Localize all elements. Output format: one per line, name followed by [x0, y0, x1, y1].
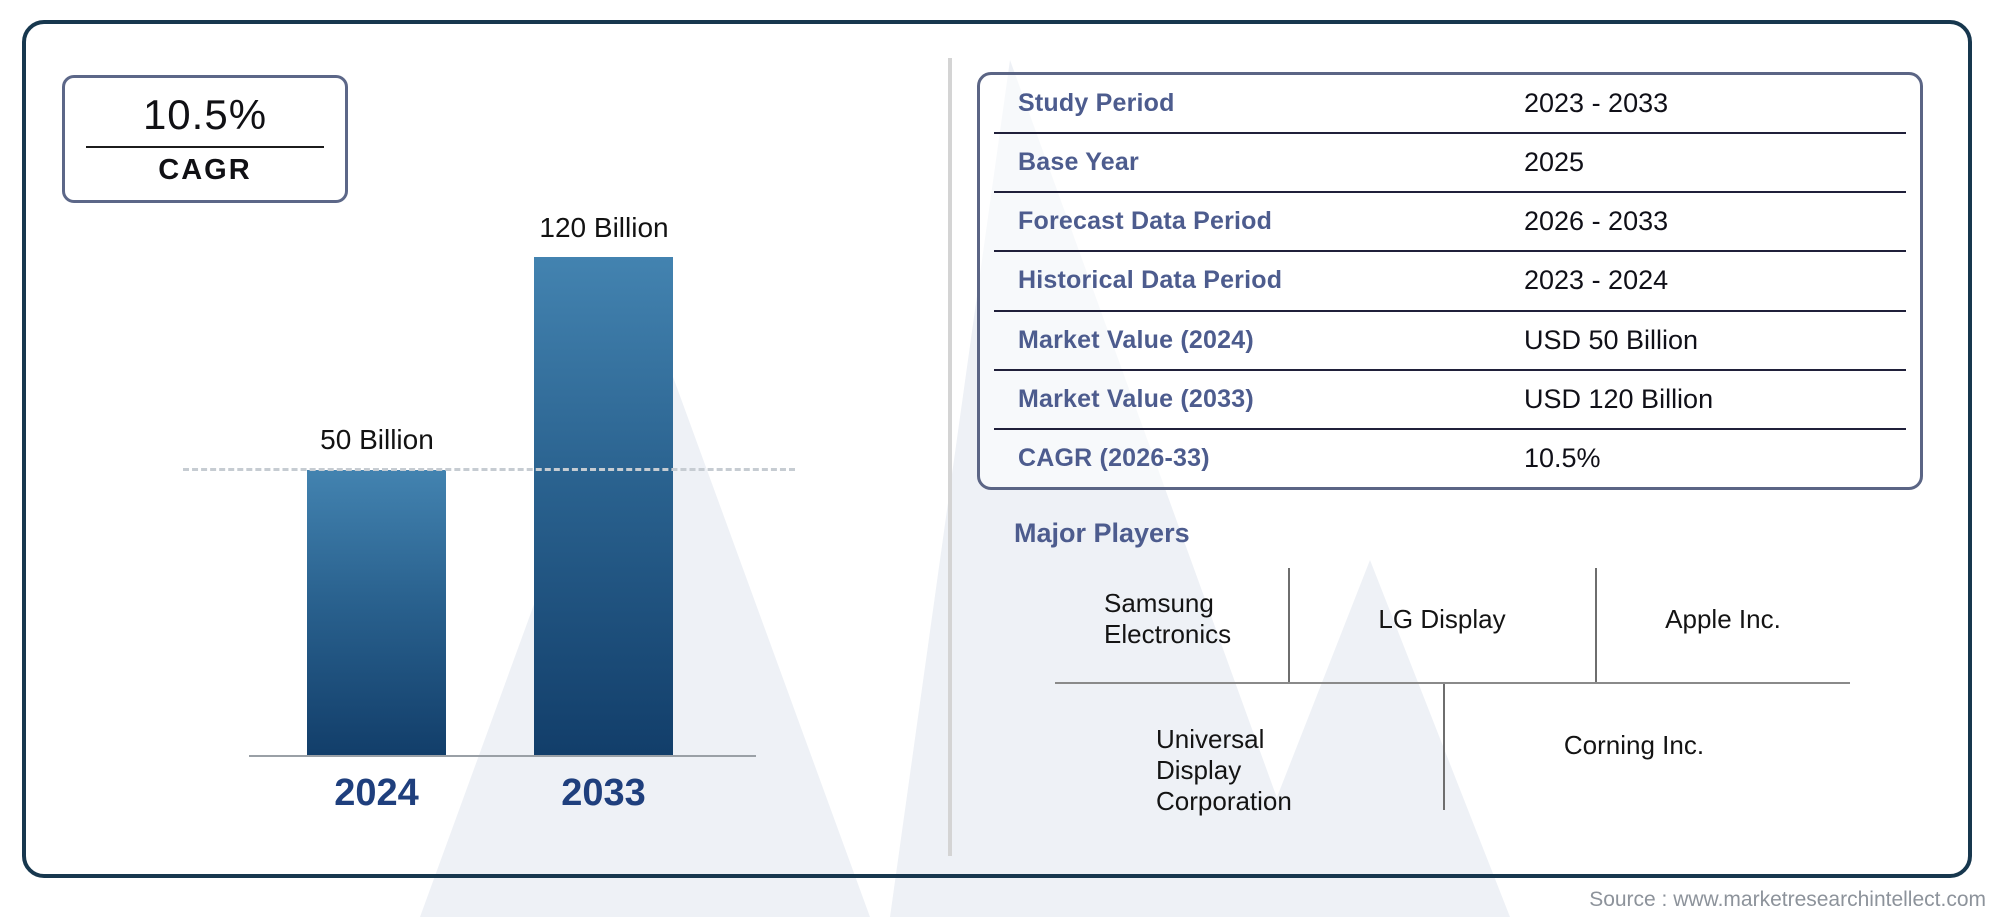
table-row: Study Period 2023 - 2033 [994, 75, 1906, 135]
section-divider [948, 58, 952, 856]
table-row: Forecast Data Period 2026 - 2033 [994, 193, 1906, 253]
cagr-value: 10.5% [142, 91, 268, 138]
x-tick-2033: 2033 [561, 772, 646, 814]
x-axis-baseline [249, 755, 756, 757]
outer-frame [22, 20, 1972, 878]
x-tick-2024: 2024 [334, 772, 419, 814]
table-row: CAGR (2026-33) 10.5% [994, 430, 1906, 487]
player-corning-inc: Corning Inc. [1563, 730, 1705, 760]
row-value: 2023 - 2033 [1524, 88, 1669, 119]
source-attribution: Source : www.marketresearchintellect.com [1589, 888, 1986, 911]
row-label: CAGR (2026-33) [1018, 443, 1210, 472]
bar-2033 [534, 257, 673, 755]
bar-value-label-2024: 50 Billion [320, 424, 434, 455]
reference-dashed-line [183, 468, 795, 471]
row-value: 10.5% [1524, 442, 1601, 473]
player-lg-display: LG Display [1378, 604, 1506, 634]
table-row: Base Year 2025 [994, 134, 1906, 194]
players-divider-horizontal [1055, 682, 1850, 684]
row-value: USD 50 Billion [1524, 324, 1699, 355]
table-row: Market Value (2024) USD 50 Billion [994, 312, 1906, 371]
players-divider-vertical-1 [1288, 568, 1290, 682]
row-label: Study Period [1018, 89, 1175, 118]
players-divider-vertical-2 [1595, 568, 1597, 682]
row-value: 2026 - 2033 [1524, 206, 1669, 237]
bar-value-label-2033: 120 Billion [539, 212, 669, 243]
row-value: 2025 [1524, 147, 1585, 178]
player-universal-display-corporation: Universal Display Corporation [1156, 724, 1292, 817]
major-players-heading: Major Players [1014, 518, 1190, 548]
table-row: Market Value (2033) USD 120 Billion [994, 371, 1906, 430]
study-info-table: Study Period 2023 - 2033 Base Year 2025 … [977, 72, 1923, 490]
cagr-divider-line [86, 146, 324, 148]
row-label: Market Value (2033) [1018, 384, 1254, 413]
row-label: Forecast Data Period [1018, 207, 1273, 236]
row-label: Historical Data Period [1018, 266, 1283, 295]
row-label: Base Year [1018, 148, 1139, 177]
player-apple-inc: Apple Inc. [1665, 604, 1781, 634]
player-samsung-electronics: Samsung Electronics [1104, 588, 1232, 650]
row-label: Market Value (2024) [1018, 325, 1254, 354]
row-value: USD 120 Billion [1524, 383, 1714, 414]
players-divider-vertical-3 [1443, 684, 1445, 810]
bar-2024 [307, 470, 446, 755]
cagr-badge: 10.5% CAGR [62, 75, 348, 203]
row-value: 2023 - 2024 [1524, 265, 1669, 296]
table-row: Historical Data Period 2023 - 2024 [994, 252, 1906, 312]
cagr-label: CAGR [158, 154, 252, 186]
